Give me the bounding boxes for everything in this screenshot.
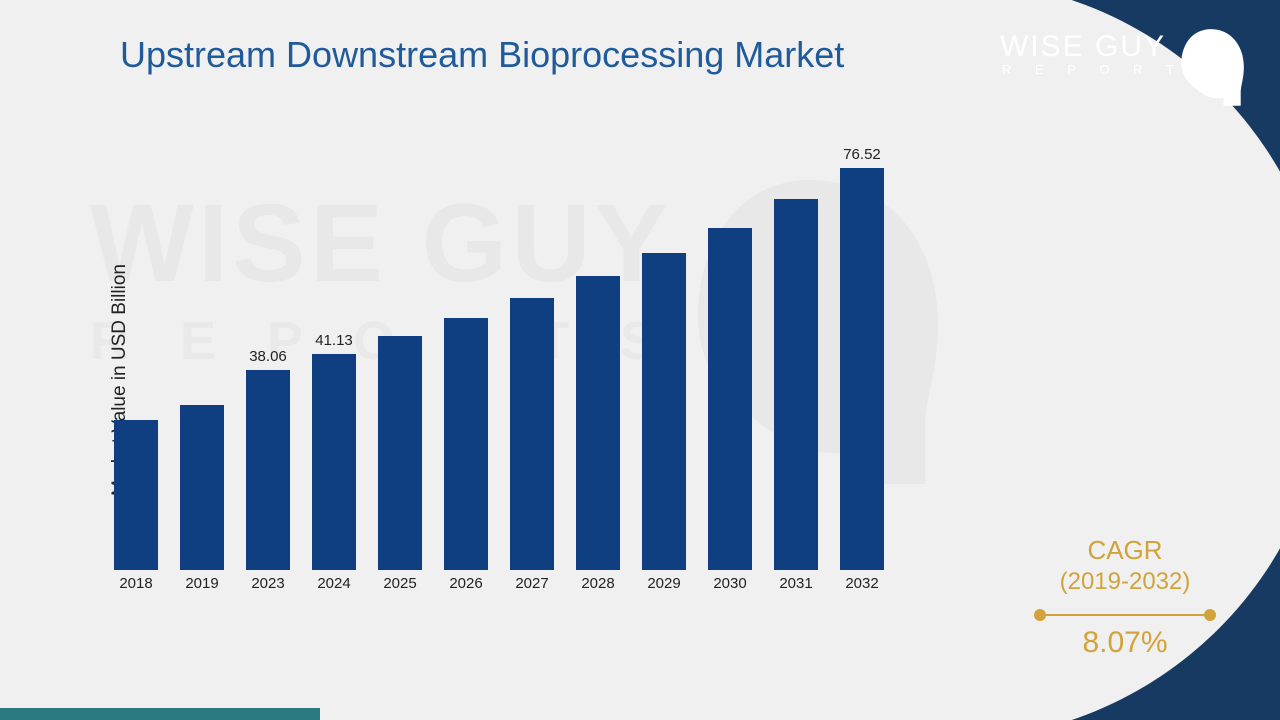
bar <box>114 420 158 570</box>
x-tick-label: 2019 <box>172 575 232 592</box>
bar <box>708 228 752 570</box>
bar <box>510 298 554 570</box>
x-tick-label: 2026 <box>436 575 496 592</box>
chart-area: Market Value in USD Billion 38.0641.1376… <box>80 150 900 610</box>
x-axis: 2018201920232024202520262027202820292030… <box>110 570 900 610</box>
x-tick-label: 2027 <box>502 575 562 592</box>
bar <box>444 318 488 570</box>
cagr-block: CAGR (2019-2032) 8.07% <box>1020 535 1230 660</box>
bar: 41.13 <box>312 354 356 570</box>
bottom-accent-bar <box>0 708 320 720</box>
bar <box>576 276 620 570</box>
plot-region: 38.06 41.13 76.52 <box>110 150 900 570</box>
cagr-period: (2019-2032) <box>1020 568 1230 596</box>
x-tick-label: 2029 <box>634 575 694 592</box>
x-tick-label: 2023 <box>238 575 298 592</box>
x-tick-label: 2024 <box>304 575 364 592</box>
bar-value-label: 76.52 <box>840 146 884 163</box>
bar <box>378 336 422 570</box>
bar: 76.52 <box>840 168 884 570</box>
x-tick-label: 2031 <box>766 575 826 592</box>
bar <box>774 199 818 570</box>
x-tick-label: 2018 <box>106 575 166 592</box>
infographic-canvas: WISE GUY R E P O R T S Upstream Downstre… <box>0 0 1280 720</box>
x-tick-label: 2030 <box>700 575 760 592</box>
cagr-value: 8.07% <box>1020 626 1230 660</box>
logo-head-icon <box>1168 26 1254 112</box>
cagr-label: CAGR <box>1020 535 1230 566</box>
bar: 38.06 <box>246 370 290 570</box>
x-tick-label: 2025 <box>370 575 430 592</box>
bar <box>642 253 686 570</box>
logo-block: WISE GUY R E P O R T S <box>1000 30 1250 77</box>
cagr-divider <box>1040 614 1210 616</box>
bar-value-label: 38.06 <box>246 348 290 365</box>
bar <box>180 405 224 570</box>
bar-value-label: 41.13 <box>312 332 356 349</box>
x-tick-label: 2032 <box>832 575 892 592</box>
chart-title: Upstream Downstream Bioprocessing Market <box>120 32 844 77</box>
x-tick-label: 2028 <box>568 575 628 592</box>
